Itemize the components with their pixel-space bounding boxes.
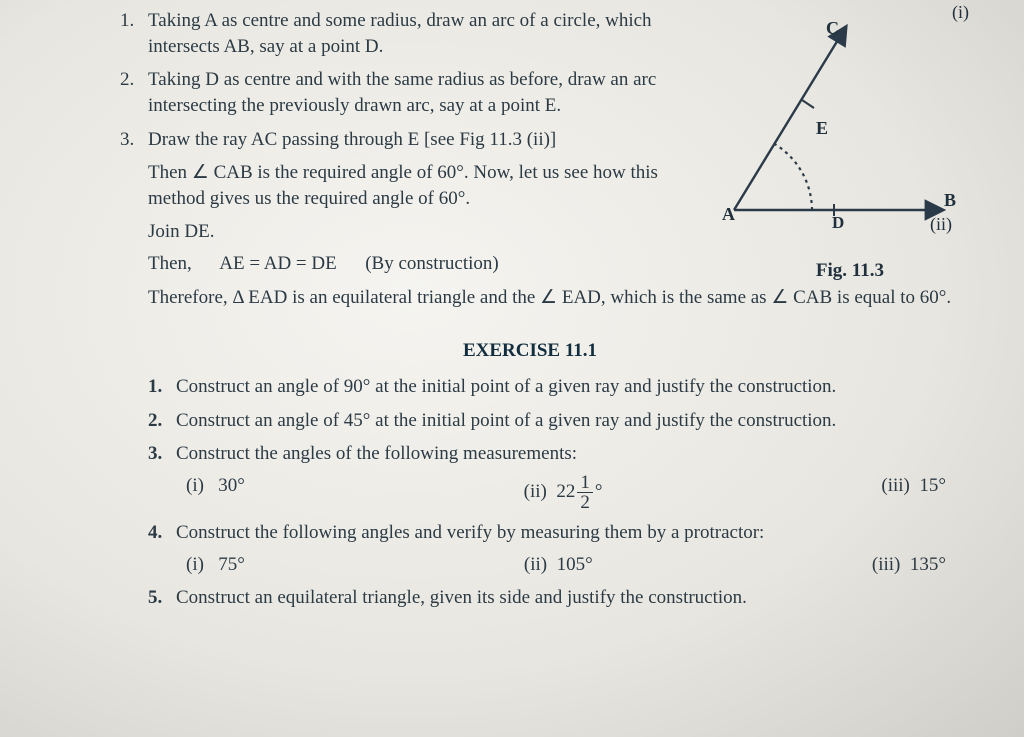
exercise-text: Construct an angle of 45° at the initial… bbox=[176, 410, 836, 431]
label-a: A bbox=[722, 204, 735, 224]
sub-row: (i) 75° (ii) 105° (iii) 135° bbox=[176, 552, 946, 578]
sub-option-i: (i) 75° bbox=[186, 552, 245, 578]
sub-value: 105° bbox=[557, 554, 593, 575]
step-number: 1. bbox=[120, 8, 134, 34]
figure-svg: A B C D E bbox=[694, 0, 964, 260]
tick-e bbox=[802, 100, 814, 108]
sub-label: (ii) bbox=[524, 481, 547, 502]
label-b: B bbox=[944, 190, 956, 210]
exercise-item-5: 5. Construct an equilateral triangle, gi… bbox=[148, 585, 968, 611]
exercise-number: 4. bbox=[148, 520, 162, 546]
sub-row: (i) 30° (ii) 2212° (iii) 15° bbox=[176, 473, 946, 512]
sub-label: (iii) bbox=[881, 475, 910, 496]
label-d: D bbox=[832, 213, 844, 232]
sub-option-iii: (iii) 15° bbox=[881, 473, 946, 512]
step-2: 2. Taking D as centre and with the same … bbox=[120, 67, 680, 118]
step-number: 3. bbox=[120, 127, 134, 153]
step-text: Taking A as centre and some radius, draw… bbox=[148, 10, 652, 57]
label-e: E bbox=[816, 118, 828, 138]
sub-option-i: (i) 30° bbox=[186, 473, 245, 512]
exercise-text: Construct an equilateral triangle, given… bbox=[176, 587, 747, 608]
step-3: 3. Draw the ray AC passing through E [se… bbox=[120, 127, 680, 153]
sub-label: (i) bbox=[186, 554, 204, 575]
fraction: 12 bbox=[577, 473, 593, 512]
sub-label: (i) bbox=[186, 475, 204, 496]
exercise-number: 3. bbox=[148, 441, 162, 467]
then-label: Then, bbox=[148, 253, 192, 274]
then-reason: (By construction) bbox=[365, 253, 499, 274]
step-1: 1. Taking A as centre and some radius, d… bbox=[120, 8, 680, 59]
sub-label: (ii) bbox=[524, 554, 547, 575]
geometry-figure: A B C D E bbox=[694, 0, 964, 260]
fraction-numerator: 1 bbox=[577, 473, 593, 493]
explanation-text: Then ∠ CAB is the required angle of 60°.… bbox=[148, 160, 708, 211]
exercise-number: 5. bbox=[148, 585, 162, 611]
sub-value: 15° bbox=[919, 475, 946, 496]
exercise-heading: EXERCISE 11.1 bbox=[120, 338, 940, 364]
step-number: 2. bbox=[120, 67, 134, 93]
construction-steps: 1. Taking A as centre and some radius, d… bbox=[120, 8, 680, 152]
sub-option-iii: (iii) 135° bbox=[872, 552, 946, 578]
sub-label: (iii) bbox=[872, 554, 901, 575]
exercise-number: 2. bbox=[148, 408, 162, 434]
therefore-line: Therefore, Δ EAD is an equilateral trian… bbox=[120, 285, 968, 311]
fraction-denominator: 2 bbox=[577, 493, 593, 512]
step-text: Draw the ray AC passing through E [see F… bbox=[148, 129, 556, 150]
sub-value: 135° bbox=[910, 554, 946, 575]
exercise-list: 1. Construct an angle of 90° at the init… bbox=[148, 374, 968, 611]
exercise-item-4: 4. Construct the following angles and ve… bbox=[148, 520, 968, 577]
exercise-text: Construct an angle of 90° at the initial… bbox=[176, 376, 836, 397]
figure-caption: Fig. 11.3 bbox=[816, 258, 884, 284]
sub-option-ii: (ii) 2212° bbox=[524, 473, 603, 512]
exercise-item-3: 3. Construct the angles of the following… bbox=[148, 441, 968, 512]
explanation-paragraph: Then ∠ CAB is the required angle of 60°.… bbox=[120, 160, 708, 211]
exercise-number: 1. bbox=[148, 374, 162, 400]
sub-value: 75° bbox=[218, 554, 245, 575]
then-equation: AE = AD = DE bbox=[219, 253, 336, 274]
exercise-item-1: 1. Construct an angle of 90° at the init… bbox=[148, 374, 968, 400]
sub-value: 30° bbox=[218, 475, 245, 496]
exercise-item-2: 2. Construct an angle of 45° at the init… bbox=[148, 408, 968, 434]
sub-option-ii: (ii) 105° bbox=[524, 552, 593, 578]
step-text: Taking D as centre and with the same rad… bbox=[148, 69, 656, 116]
sub-value-prefix: 22 bbox=[556, 481, 575, 502]
exercise-text: Construct the angles of the following me… bbox=[176, 443, 577, 464]
label-c: C bbox=[826, 18, 839, 38]
sub-value-suffix: ° bbox=[595, 481, 603, 502]
exercise-text: Construct the following angles and verif… bbox=[176, 522, 764, 543]
textbook-page: 1. Taking A as centre and some radius, d… bbox=[0, 0, 1024, 737]
angle-arc bbox=[773, 143, 812, 210]
